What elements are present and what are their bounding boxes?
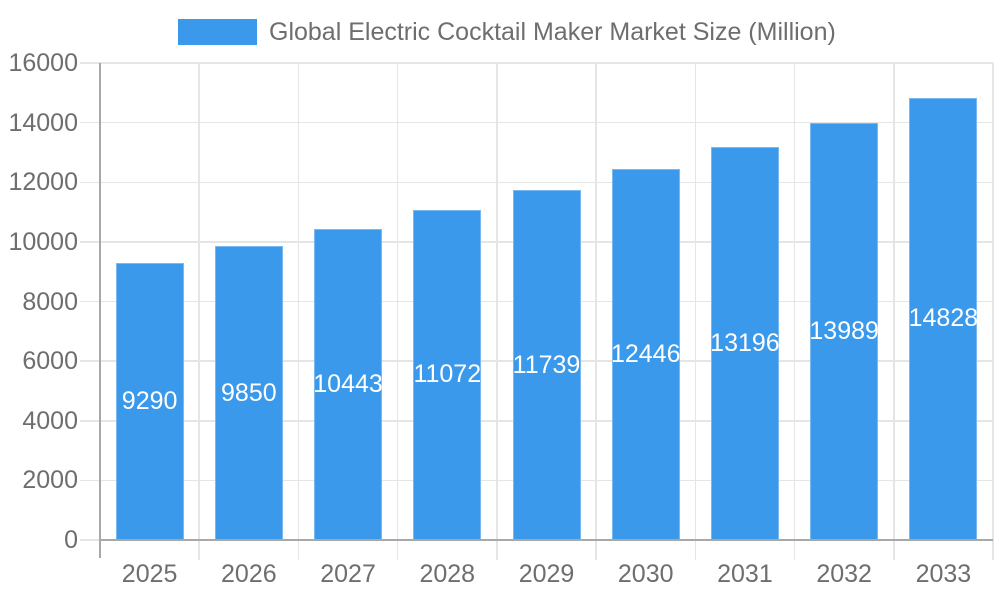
x-axis-tick-label: 2032: [816, 560, 872, 588]
bar-value-label: 13196: [710, 328, 780, 357]
x-gridline: [396, 63, 399, 560]
x-gridline: [496, 63, 498, 560]
y-axis-tick-label: 0: [64, 526, 78, 554]
y-axis-line: [99, 63, 101, 558]
y-gridline: [80, 121, 993, 124]
y-axis-tick-label: 10000: [8, 227, 78, 256]
x-gridline: [595, 63, 597, 560]
bar-2029[interactable]: 11739: [512, 190, 581, 540]
bar-2033[interactable]: 14828: [908, 97, 979, 540]
y-axis-tick-label: 6000: [22, 347, 78, 376]
x-gridline: [893, 63, 895, 560]
bar-2025[interactable]: 9290: [115, 263, 184, 540]
y-tick: [80, 539, 100, 541]
x-axis-tick-label: 2025: [121, 560, 178, 588]
bar-2026[interactable]: 9850: [214, 246, 283, 540]
x-axis-tick-label: 2028: [419, 560, 476, 588]
bar-value-label: 13989: [809, 316, 879, 345]
x-axis-tick-label: 2029: [518, 560, 575, 588]
y-axis-tick-label: 12000: [8, 168, 78, 197]
bar-2030[interactable]: 12446: [610, 168, 681, 540]
bar-value-label: 14828: [908, 304, 979, 333]
x-axis-tick-label: 2031: [717, 560, 773, 588]
legend-label: Global Electric Cocktail Maker Market Si…: [269, 17, 836, 46]
y-axis-tick-label: 4000: [22, 406, 78, 435]
bar-value-label: 12446: [610, 339, 681, 368]
x-gridline: [297, 63, 300, 560]
y-axis-tick-label: 2000: [22, 466, 78, 495]
bar-value-label: 9850: [221, 378, 277, 407]
bar-value-label: 11072: [413, 360, 482, 389]
y-axis-tick-label: 14000: [8, 108, 78, 137]
x-gridline: [793, 63, 796, 560]
x-gridline: [198, 63, 200, 560]
x-gridline: [694, 63, 697, 560]
bar-2032[interactable]: 13989: [809, 122, 879, 540]
x-axis-tick-label: 2030: [617, 560, 674, 588]
x-axis-tick-label: 2033: [915, 560, 972, 588]
bar-2031[interactable]: 13196: [710, 146, 780, 540]
x-axis-line: [100, 539, 993, 541]
y-gridline: [80, 62, 993, 64]
legend[interactable]: Global Electric Cocktail Maker Market Si…: [178, 17, 836, 47]
x-axis-tick-label: 2026: [221, 560, 277, 588]
bar-value-label: 9290: [121, 387, 178, 415]
y-axis-tick-label: 8000: [22, 287, 78, 316]
y-gridline: [80, 181, 993, 183]
bar-2028[interactable]: 11072: [413, 209, 482, 540]
x-gridline: [992, 63, 994, 560]
legend-swatch-icon: [178, 19, 257, 45]
x-axis-tick-label: 2027: [320, 560, 376, 588]
y-axis-tick-label: 16000: [8, 49, 78, 77]
bar-value-label: 11739: [512, 350, 581, 379]
bar-2027[interactable]: 10443: [313, 228, 383, 540]
bar-value-label: 10443: [313, 369, 383, 398]
